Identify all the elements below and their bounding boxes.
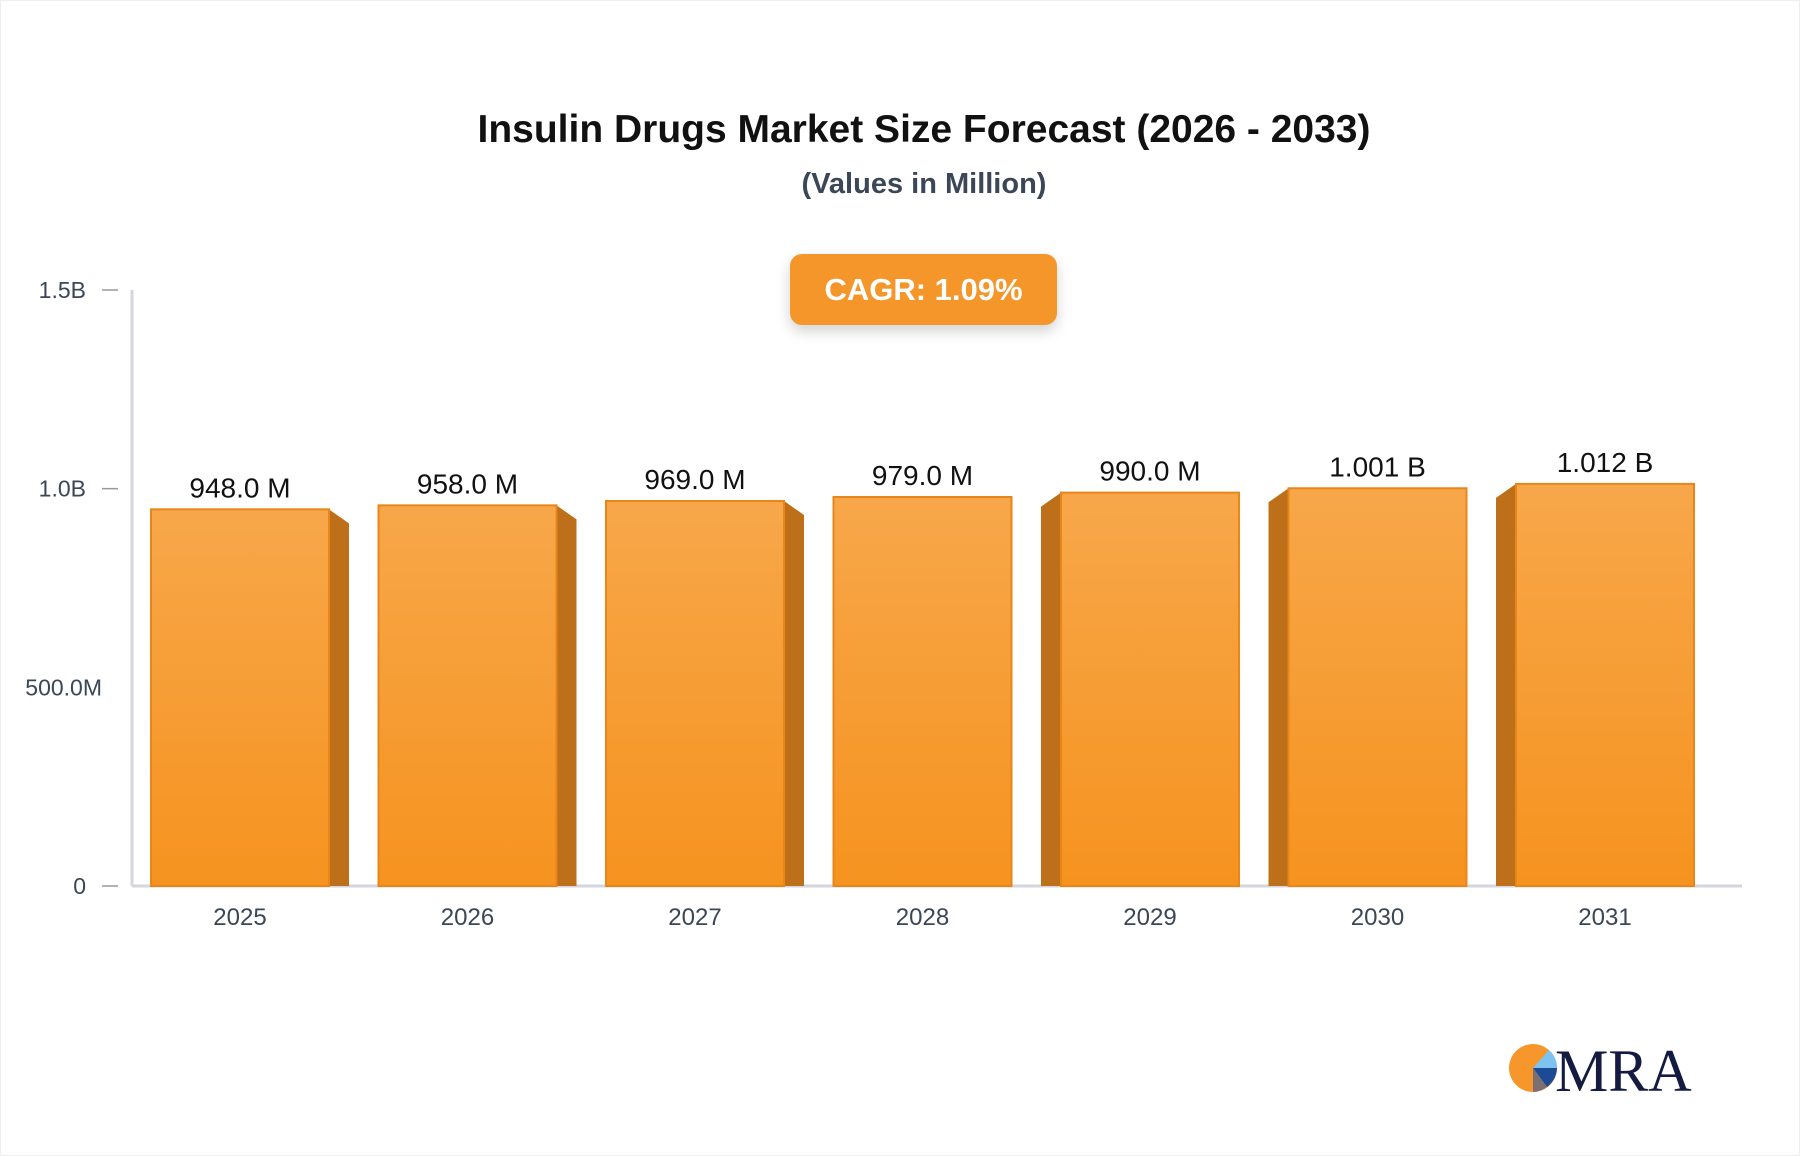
svg-text:MRA: MRA bbox=[1555, 1038, 1692, 1098]
bar bbox=[1060, 491, 1240, 887]
y-tick-label: 0 bbox=[73, 873, 86, 899]
bar bbox=[377, 504, 558, 887]
bar-side-face bbox=[1041, 492, 1061, 886]
data-label: 948.0 M bbox=[189, 472, 290, 503]
bar bbox=[1515, 482, 1695, 887]
chart-title: Insulin Drugs Market Size Forecast (2026… bbox=[477, 108, 1371, 151]
bar bbox=[605, 499, 785, 887]
data-label: 990.0 M bbox=[1099, 456, 1200, 487]
y-tick-label: 1.0B bbox=[39, 476, 86, 502]
x-tick-label: 2031 bbox=[1578, 904, 1631, 931]
x-tick-label: 2026 bbox=[441, 904, 494, 931]
cagr-badge: CAGR: 1.09% bbox=[790, 254, 1057, 325]
y-tick-label: 1.5B bbox=[39, 277, 86, 303]
bar-side-face bbox=[784, 500, 804, 886]
data-label: 958.0 M bbox=[417, 468, 518, 499]
bar-side-face bbox=[1496, 483, 1516, 886]
data-label: 979.0 M bbox=[872, 460, 973, 491]
mra-logo: MRA bbox=[1509, 1038, 1692, 1098]
bar bbox=[1287, 487, 1468, 887]
data-label: 969.0 M bbox=[644, 464, 745, 495]
x-tick-label: 2028 bbox=[896, 904, 949, 931]
bar-side-face bbox=[556, 505, 577, 886]
chart-subtitle: (Values in Million) bbox=[801, 168, 1047, 200]
x-tick-label: 2025 bbox=[213, 904, 266, 931]
data-label: 1.001 B bbox=[1329, 451, 1426, 482]
x-tick-label: 2029 bbox=[1123, 904, 1176, 931]
bar bbox=[150, 508, 330, 887]
bar-side-face bbox=[329, 509, 349, 886]
data-label: 1.012 B bbox=[1557, 447, 1654, 478]
x-tick-label: 2027 bbox=[668, 904, 721, 931]
y-tick-label: 500.0M bbox=[25, 674, 102, 700]
x-tick-label: 2030 bbox=[1351, 904, 1404, 931]
bar bbox=[832, 496, 1013, 887]
bar-side-face bbox=[1268, 488, 1289, 886]
